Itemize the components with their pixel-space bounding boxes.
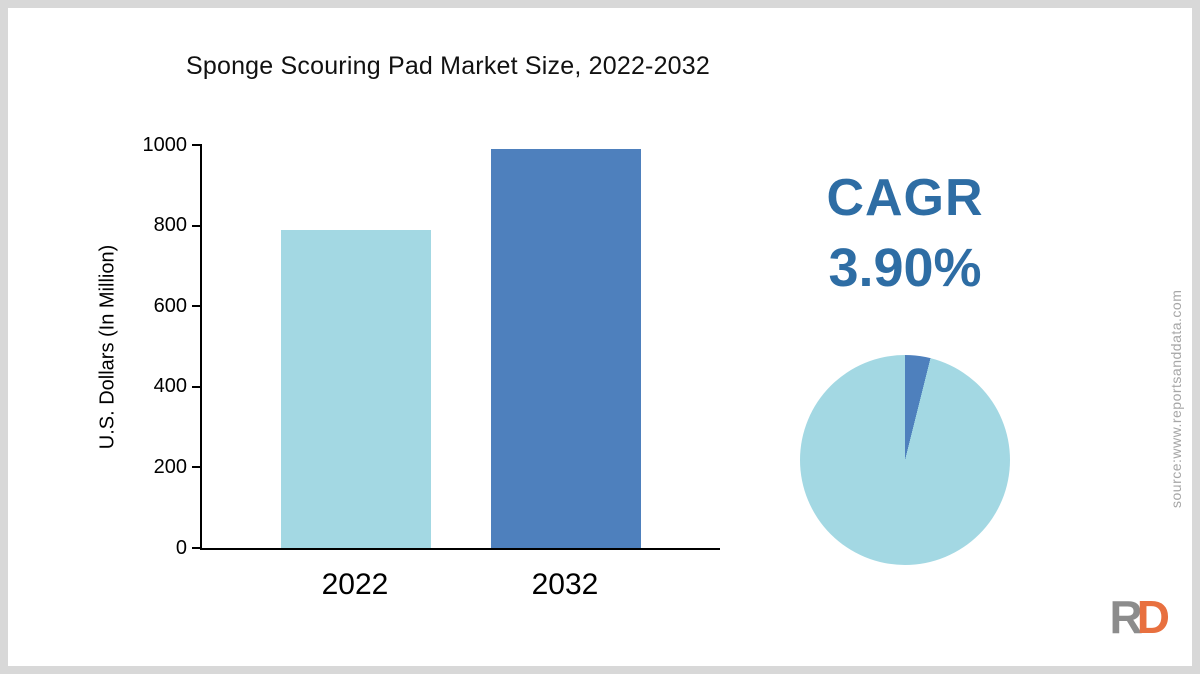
cagr-pie [800,355,1010,565]
y-tick: 800 [129,214,202,238]
x-tick-label: 2032 [531,568,599,601]
bar-2022 [281,229,431,548]
y-tick: 1000 [129,133,202,157]
brand-logo: RD [1110,594,1170,640]
plot-area: 0 200 400 600 800 1000 [143,134,720,559]
bars [202,145,720,548]
y-tick-mark [192,385,202,388]
y-tick: 0 [129,536,202,560]
cagr-value: 3.90% [828,238,982,299]
y-tick: 200 [129,455,202,479]
y-tick-mark [192,466,202,469]
y-tick: 400 [129,375,202,399]
bar-2032 [491,149,641,548]
y-tick-mark [192,144,202,146]
x-tick-label: 2022 [321,568,389,601]
cagr-label: CAGR [826,169,984,227]
chart-canvas: Sponge Scouring Pad Market Size, 2022-20… [8,8,1192,666]
y-tick-label: 800 [153,214,187,237]
y-tick-label: 600 [153,294,187,317]
y-tick-mark [192,305,202,308]
x-labels: 2022 2032 [200,568,720,602]
cagr-block: CAGR 3.90% [790,169,1020,299]
logo-letter-d: D [1136,591,1170,643]
y-tick-label: 1000 [142,133,188,156]
y-tick-mark [192,224,202,227]
y-tick: 600 [129,294,202,318]
y-tick-label: 0 [175,536,187,559]
source-attribution: source:www.reportsanddata.com [1168,289,1184,508]
y-tick-mark [192,547,202,549]
y-tick-label: 400 [153,375,187,398]
y-tick-label: 200 [153,455,187,478]
logo-letter-r: R [1109,591,1143,643]
chart-title: Sponge Scouring Pad Market Size, 2022-20… [185,52,710,80]
y-axis-label: U.S. Dollars (In Million) [96,244,119,450]
